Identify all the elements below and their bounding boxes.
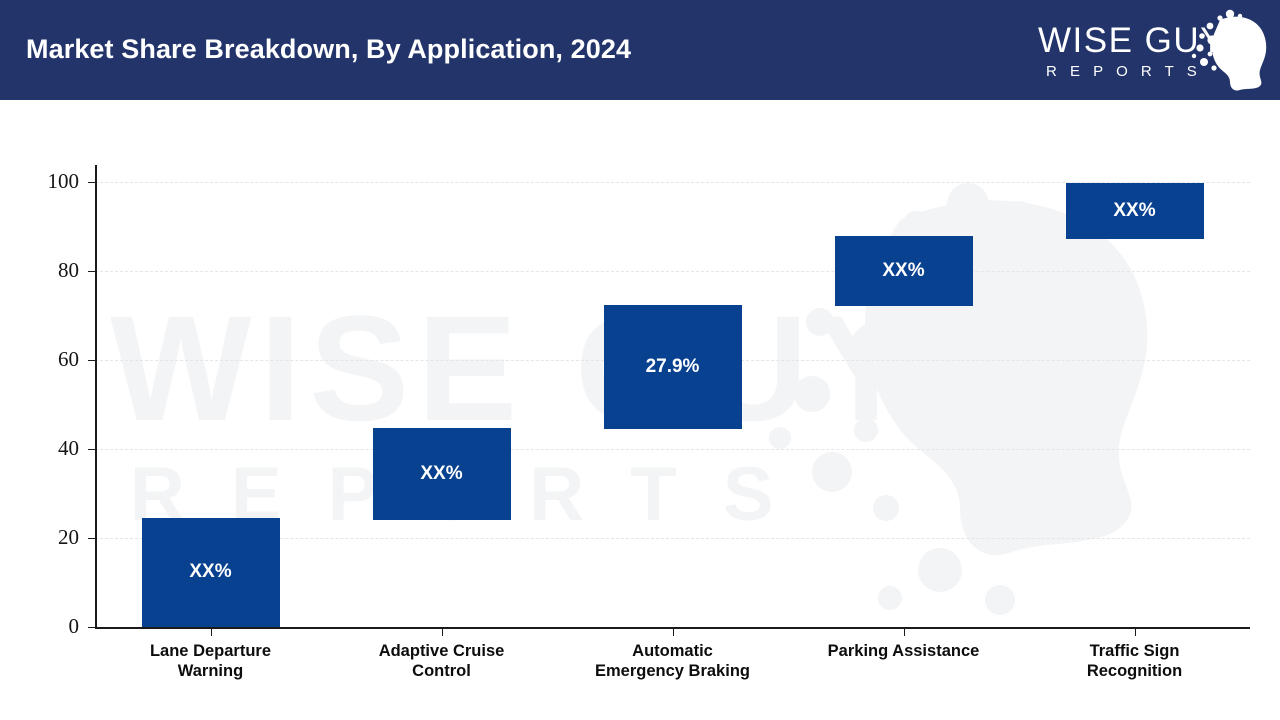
plot-area: 0 20 40 60 80 100 XX% XX% 27.9% XX% XX% Lane Depa… (48, 160, 1250, 680)
x-axis-tick-mark (441, 627, 443, 636)
y-axis-tick-mark (88, 182, 95, 184)
wise-guy-reports-logo: WISE GUY R E P O R T S (1024, 4, 1272, 96)
gridline (95, 182, 1250, 184)
y-axis-tick-label: 0 (68, 614, 80, 638)
y-axis-tick-label: 100 (47, 169, 80, 194)
x-axis-category-label: Traffic Sign Recognition (1086, 642, 1183, 680)
x-axis-category-label: Adaptive Cruise Control (378, 642, 505, 680)
y-axis-tick-mark (88, 627, 95, 628)
y-axis-tick-mark (88, 360, 95, 362)
x-axis-category-label: Lane Departure Warning (149, 642, 272, 680)
logo-wordmark-line1: WISE GUY (1038, 21, 1225, 60)
logo-head-profile (1191, 9, 1267, 91)
y-axis-line (95, 165, 97, 627)
y-axis-tick-mark (88, 271, 95, 273)
x-axis-category-label: Automatic Emergency Braking (595, 642, 750, 680)
x-axis-tick-mark (672, 627, 674, 636)
y-axis-tick-label: 20 (58, 525, 79, 550)
y-axis-tick-label: 80 (58, 258, 79, 283)
header-band: Market Share Breakdown, By Application, … (0, 0, 1280, 100)
bar[interactable]: XX% (372, 427, 511, 521)
bar[interactable]: 27.9% (603, 304, 742, 429)
bar-value-label: XX% (1113, 199, 1156, 221)
x-axis-tick-mark (1134, 627, 1136, 636)
page-title: Market Share Breakdown, By Application, … (26, 34, 632, 64)
y-axis-tick-mark (88, 449, 95, 451)
gridline (95, 538, 1250, 540)
y-axis-tick-mark (88, 538, 95, 540)
logo-wordmark-line2: R E P O R T S (1046, 63, 1201, 80)
y-axis-tick-label: 40 (58, 436, 79, 461)
y-axis-tick-label: 60 (58, 347, 79, 372)
bar-value-label: XX% (189, 561, 232, 583)
x-axis-tick-mark (903, 627, 905, 636)
bar[interactable]: XX% (1065, 183, 1204, 239)
bar-value-label: XX% (882, 259, 925, 281)
gridline (95, 449, 1250, 451)
x-axis-tick-mark (210, 627, 212, 636)
x-axis-category-label: Parking Assistance (827, 642, 980, 660)
gridline (95, 271, 1250, 273)
bar[interactable]: XX% (141, 517, 280, 627)
bar-value-label: 27.9% (645, 355, 700, 377)
bar-value-label: XX% (420, 462, 463, 484)
bar[interactable]: XX% (834, 235, 973, 306)
